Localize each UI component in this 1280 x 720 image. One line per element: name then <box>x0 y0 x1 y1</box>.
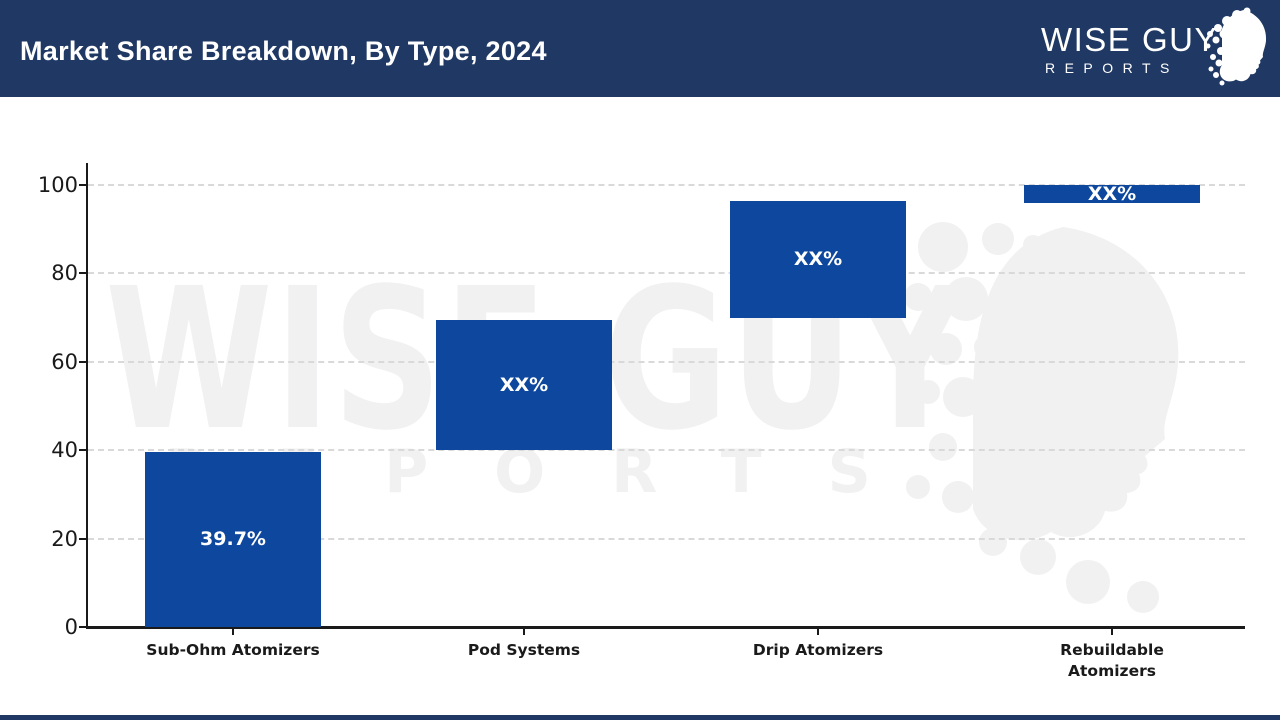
brand-face-icon <box>1205 7 1267 86</box>
bar-drip-atomizers: XX% <box>730 201 906 318</box>
y-axis-line <box>86 163 88 629</box>
x-axis-line <box>86 626 1245 629</box>
y-axis-tick-label: 100 <box>37 173 78 198</box>
gridline-y-20 <box>88 537 1245 540</box>
gridline-y-100 <box>88 184 1245 187</box>
footer-accent-bar <box>0 715 1280 720</box>
x-axis-tick-mark <box>817 629 819 635</box>
y-axis-tick-label: 60 <box>51 349 78 374</box>
brand-subtitle: REPORTS <box>1044 60 1179 76</box>
brand-logo: WISE GUY REPORTS <box>1041 6 1268 92</box>
x-axis-category-label-pod-systems: Pod Systems <box>467 641 581 659</box>
y-axis-tick-mark <box>79 184 87 187</box>
y-axis-tick-mark <box>79 272 87 275</box>
bar-value-label-sub-ohm-atomizers: 39.7% <box>200 527 266 550</box>
x-axis-tick-mark <box>523 629 525 635</box>
y-axis-tick-mark <box>79 537 87 540</box>
x-axis-category-label-drip-atomizers: Drip Atomizers <box>752 641 884 659</box>
bar-value-label-pod-systems: XX% <box>499 373 549 396</box>
bar-value-label-drip-atomizers: XX% <box>793 248 843 271</box>
bar-sub-ohm-atomizers: 39.7% <box>145 451 321 627</box>
y-axis-tick-label: 20 <box>51 526 78 551</box>
gridline-y-80 <box>88 272 1245 275</box>
y-axis-tick-mark <box>79 626 87 628</box>
x-axis-category-label-sub-ohm-atomizers: Sub-Ohm Atomizers <box>146 641 320 659</box>
bar-rebuildable-atomizers: XX% <box>1024 182 1200 205</box>
gridline-y-40 <box>88 449 1245 452</box>
y-axis-tick-label: 0 <box>64 615 78 639</box>
y-axis-tick-mark <box>79 449 87 452</box>
x-axis-category-label-rebuildable-atomizers: Rebuildable Atomizers <box>1060 641 1164 680</box>
page-title: Market Share Breakdown, By Type, 2024 <box>20 36 547 66</box>
y-axis-tick-label: 40 <box>51 438 78 463</box>
header-bar: Market Share Breakdown, By Type, 2024 WI… <box>0 0 1280 97</box>
gridline-y-60 <box>88 360 1245 363</box>
x-axis-tick-mark <box>1111 629 1113 635</box>
bar-pod-systems: XX% <box>436 319 612 451</box>
y-axis-tick-label: 80 <box>51 261 78 286</box>
brand-logo-text: WISE GUY REPORTS <box>1041 23 1218 75</box>
bar-value-label-rebuildable-atomizers: XX% <box>1087 182 1137 205</box>
y-axis-tick-mark <box>79 360 87 363</box>
watermark-face-icon <box>893 222 1179 613</box>
x-axis-tick-mark <box>232 629 234 635</box>
brand-name: WISE GUY <box>1040 21 1218 58</box>
